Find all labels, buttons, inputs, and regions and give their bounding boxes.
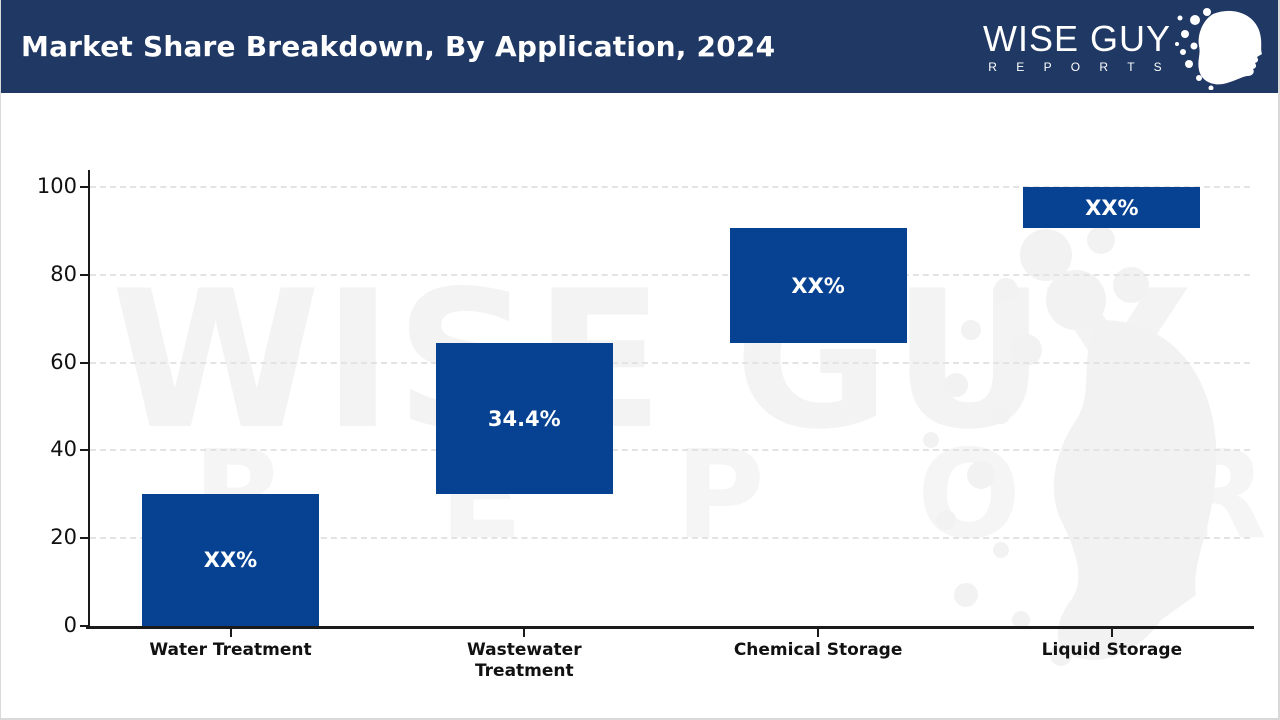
y-tick-mark <box>80 273 88 276</box>
x-tick-mark <box>817 629 820 637</box>
logo-subtitle: R E P O R T S <box>988 59 1170 74</box>
market-share-bar: XX% <box>729 228 907 344</box>
bar-value-label: XX% <box>1085 195 1139 220</box>
y-tick-label: 20 <box>50 525 77 550</box>
x-category-label: Chemical Storage <box>733 640 903 660</box>
wise-guy-reports-logo: WISE GUY R E P O R T S <box>983 4 1267 90</box>
y-tick-label: 0 <box>63 613 77 637</box>
y-gridline <box>90 537 1250 540</box>
bar-value-label: XX% <box>203 548 258 573</box>
x-tick-mark <box>523 629 526 637</box>
y-tick-label: 40 <box>50 437 77 462</box>
y-tick-label: 80 <box>50 261 77 286</box>
y-tick-mark <box>80 186 88 188</box>
y-axis-line <box>88 170 90 626</box>
logo-wordmark: WISE GUY <box>982 17 1171 59</box>
x-category-label: Wastewater Treatment <box>466 640 582 681</box>
logo-face-icon <box>1175 7 1262 90</box>
y-tick-mark <box>80 449 88 452</box>
y-tick-label: 60 <box>50 349 77 374</box>
y-tick-label: 100 <box>36 174 77 198</box>
y-gridline <box>90 186 1250 188</box>
bar-value-label: XX% <box>791 273 845 298</box>
x-category-label: Liquid Storage <box>1041 640 1183 660</box>
x-category-label: Water Treatment <box>149 640 312 660</box>
market-share-bar: 34.4% <box>435 343 613 495</box>
x-tick-mark <box>1110 629 1113 637</box>
y-gridline <box>90 273 1250 276</box>
market-share-bar: XX% <box>1023 187 1201 229</box>
watermark-face-icon <box>923 226 1217 666</box>
market-share-bar: XX% <box>142 494 319 626</box>
y-tick-mark <box>80 361 88 364</box>
x-tick-mark <box>229 629 232 637</box>
y-gridline <box>90 449 1250 452</box>
header-banner: Market Share Breakdown, By Application, … <box>1 0 1278 93</box>
x-axis-line <box>86 626 1254 629</box>
bar-value-label: 34.4% <box>487 406 561 431</box>
y-gridline <box>90 361 1250 364</box>
page-title: Market Share Breakdown, By Application, … <box>21 30 776 63</box>
y-tick-mark <box>80 537 88 540</box>
y-tick-mark <box>80 625 88 627</box>
